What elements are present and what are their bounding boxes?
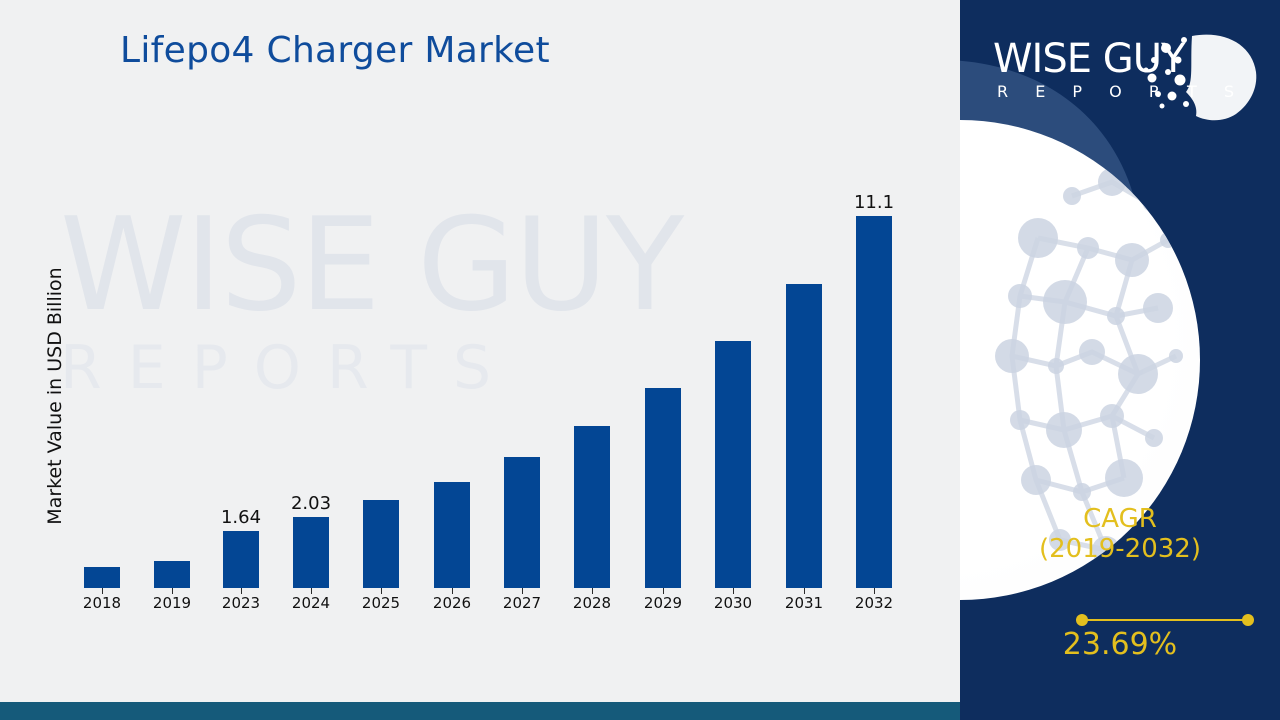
x-axis-tick-2018 bbox=[102, 588, 103, 594]
x-axis-tick-2028 bbox=[592, 588, 593, 594]
logo-head-dots-icon bbox=[1143, 34, 1257, 121]
bar-2032 bbox=[856, 216, 892, 588]
cagr-period: (2019-2032) bbox=[1038, 533, 1201, 564]
x-axis-tick-2027 bbox=[522, 588, 523, 594]
x-axis-tick-2025 bbox=[381, 588, 382, 594]
x-axis-label-2023: 2023 bbox=[221, 594, 261, 612]
chart-panel: WISE GUY REPORTS Lifepo4 Charger Market … bbox=[44, 30, 895, 612]
bar-value-label-2023: 1.64 bbox=[220, 507, 262, 528]
brand-logo: WISE GUY R E P O R T S bbox=[985, 30, 1260, 125]
x-axis-label-2027: 2027 bbox=[502, 594, 542, 612]
x-axis-label-2029: 2029 bbox=[643, 594, 683, 612]
x-axis-tick-2026 bbox=[452, 588, 453, 594]
bar-2028 bbox=[574, 426, 610, 588]
x-axis-tick-2030 bbox=[733, 588, 734, 594]
x-axis-tick-2032 bbox=[874, 588, 875, 594]
x-axis-label-2024: 2024 bbox=[291, 594, 331, 612]
x-axis-label-2031: 2031 bbox=[784, 594, 824, 612]
brand-panel: WISE GUY R E P O R T S CAGR (2019-2032) bbox=[960, 0, 1280, 702]
x-axis-tick-2029 bbox=[663, 588, 664, 594]
cagr-divider bbox=[1076, 614, 1254, 626]
bar-2031 bbox=[786, 284, 822, 588]
bar-2026 bbox=[434, 482, 470, 588]
plot-area: 2018 2019 1.64 2023 2.03 2024 2025 2026 2027 2028… bbox=[82, 192, 895, 612]
x-axis-label-2025: 2025 bbox=[361, 594, 401, 612]
bar-value-label-2024: 2.03 bbox=[290, 493, 332, 514]
x-axis-label-2028: 2028 bbox=[572, 594, 612, 612]
bar-2018 bbox=[84, 567, 120, 588]
bar-2025 bbox=[363, 500, 399, 588]
x-axis-label-2026: 2026 bbox=[432, 594, 472, 612]
x-axis-label-2030: 2030 bbox=[713, 594, 753, 612]
x-axis-tick-2023 bbox=[241, 588, 242, 594]
bottom-accent-strip-right bbox=[960, 702, 1280, 720]
bar-2029 bbox=[645, 388, 681, 588]
x-axis-label-2032: 2032 bbox=[854, 594, 894, 612]
x-axis-tick-2024 bbox=[311, 588, 312, 594]
x-axis-tick-2031 bbox=[804, 588, 805, 594]
molecule-pattern bbox=[960, 120, 1200, 600]
bar-2030 bbox=[715, 341, 751, 588]
bottom-accent-strip bbox=[0, 702, 960, 720]
x-axis-label-2018: 2018 bbox=[82, 594, 122, 612]
bar-2024 bbox=[293, 517, 329, 588]
x-axis-label-2019: 2019 bbox=[152, 594, 192, 612]
page-title: Lifepo4 Charger Market bbox=[120, 30, 550, 71]
bar-value-label-2032: 11.1 bbox=[853, 192, 895, 213]
cagr-block: CAGR (2019-2032) 23.69% bbox=[960, 504, 1280, 662]
bar-2019 bbox=[154, 561, 190, 588]
x-axis-tick-2019 bbox=[172, 588, 173, 594]
bar-2023 bbox=[223, 531, 259, 588]
bar-2027 bbox=[504, 457, 540, 588]
cagr-value: 23.69% bbox=[1062, 627, 1178, 662]
cagr-label: CAGR bbox=[1083, 504, 1157, 534]
